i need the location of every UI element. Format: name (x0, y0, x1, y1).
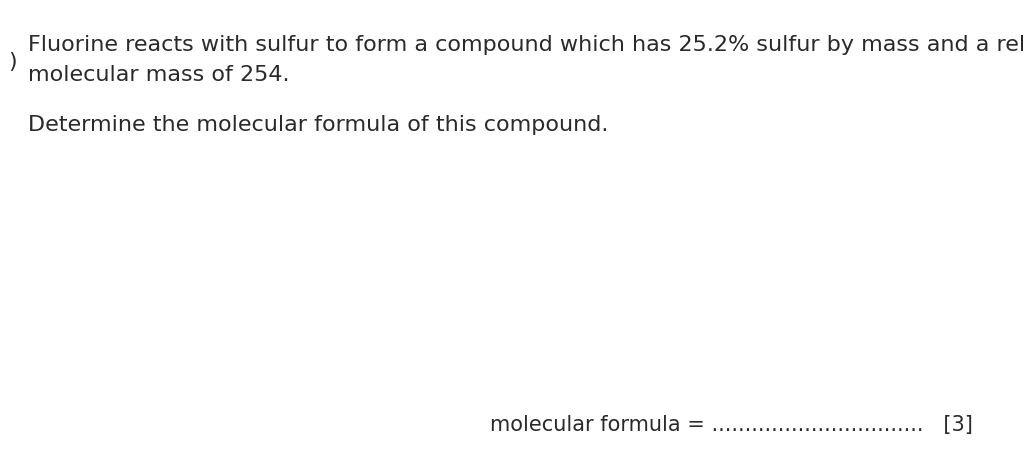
Text: molecular mass of 254.: molecular mass of 254. (28, 65, 290, 85)
Text: ): ) (8, 52, 16, 72)
Text: Fluorine reacts with sulfur to form a compound which has 25.2% sulfur by mass an: Fluorine reacts with sulfur to form a co… (28, 35, 1024, 55)
Text: Determine the molecular formula of this compound.: Determine the molecular formula of this … (28, 115, 608, 135)
Text: molecular formula = ................................   [3]: molecular formula = ....................… (490, 414, 973, 434)
